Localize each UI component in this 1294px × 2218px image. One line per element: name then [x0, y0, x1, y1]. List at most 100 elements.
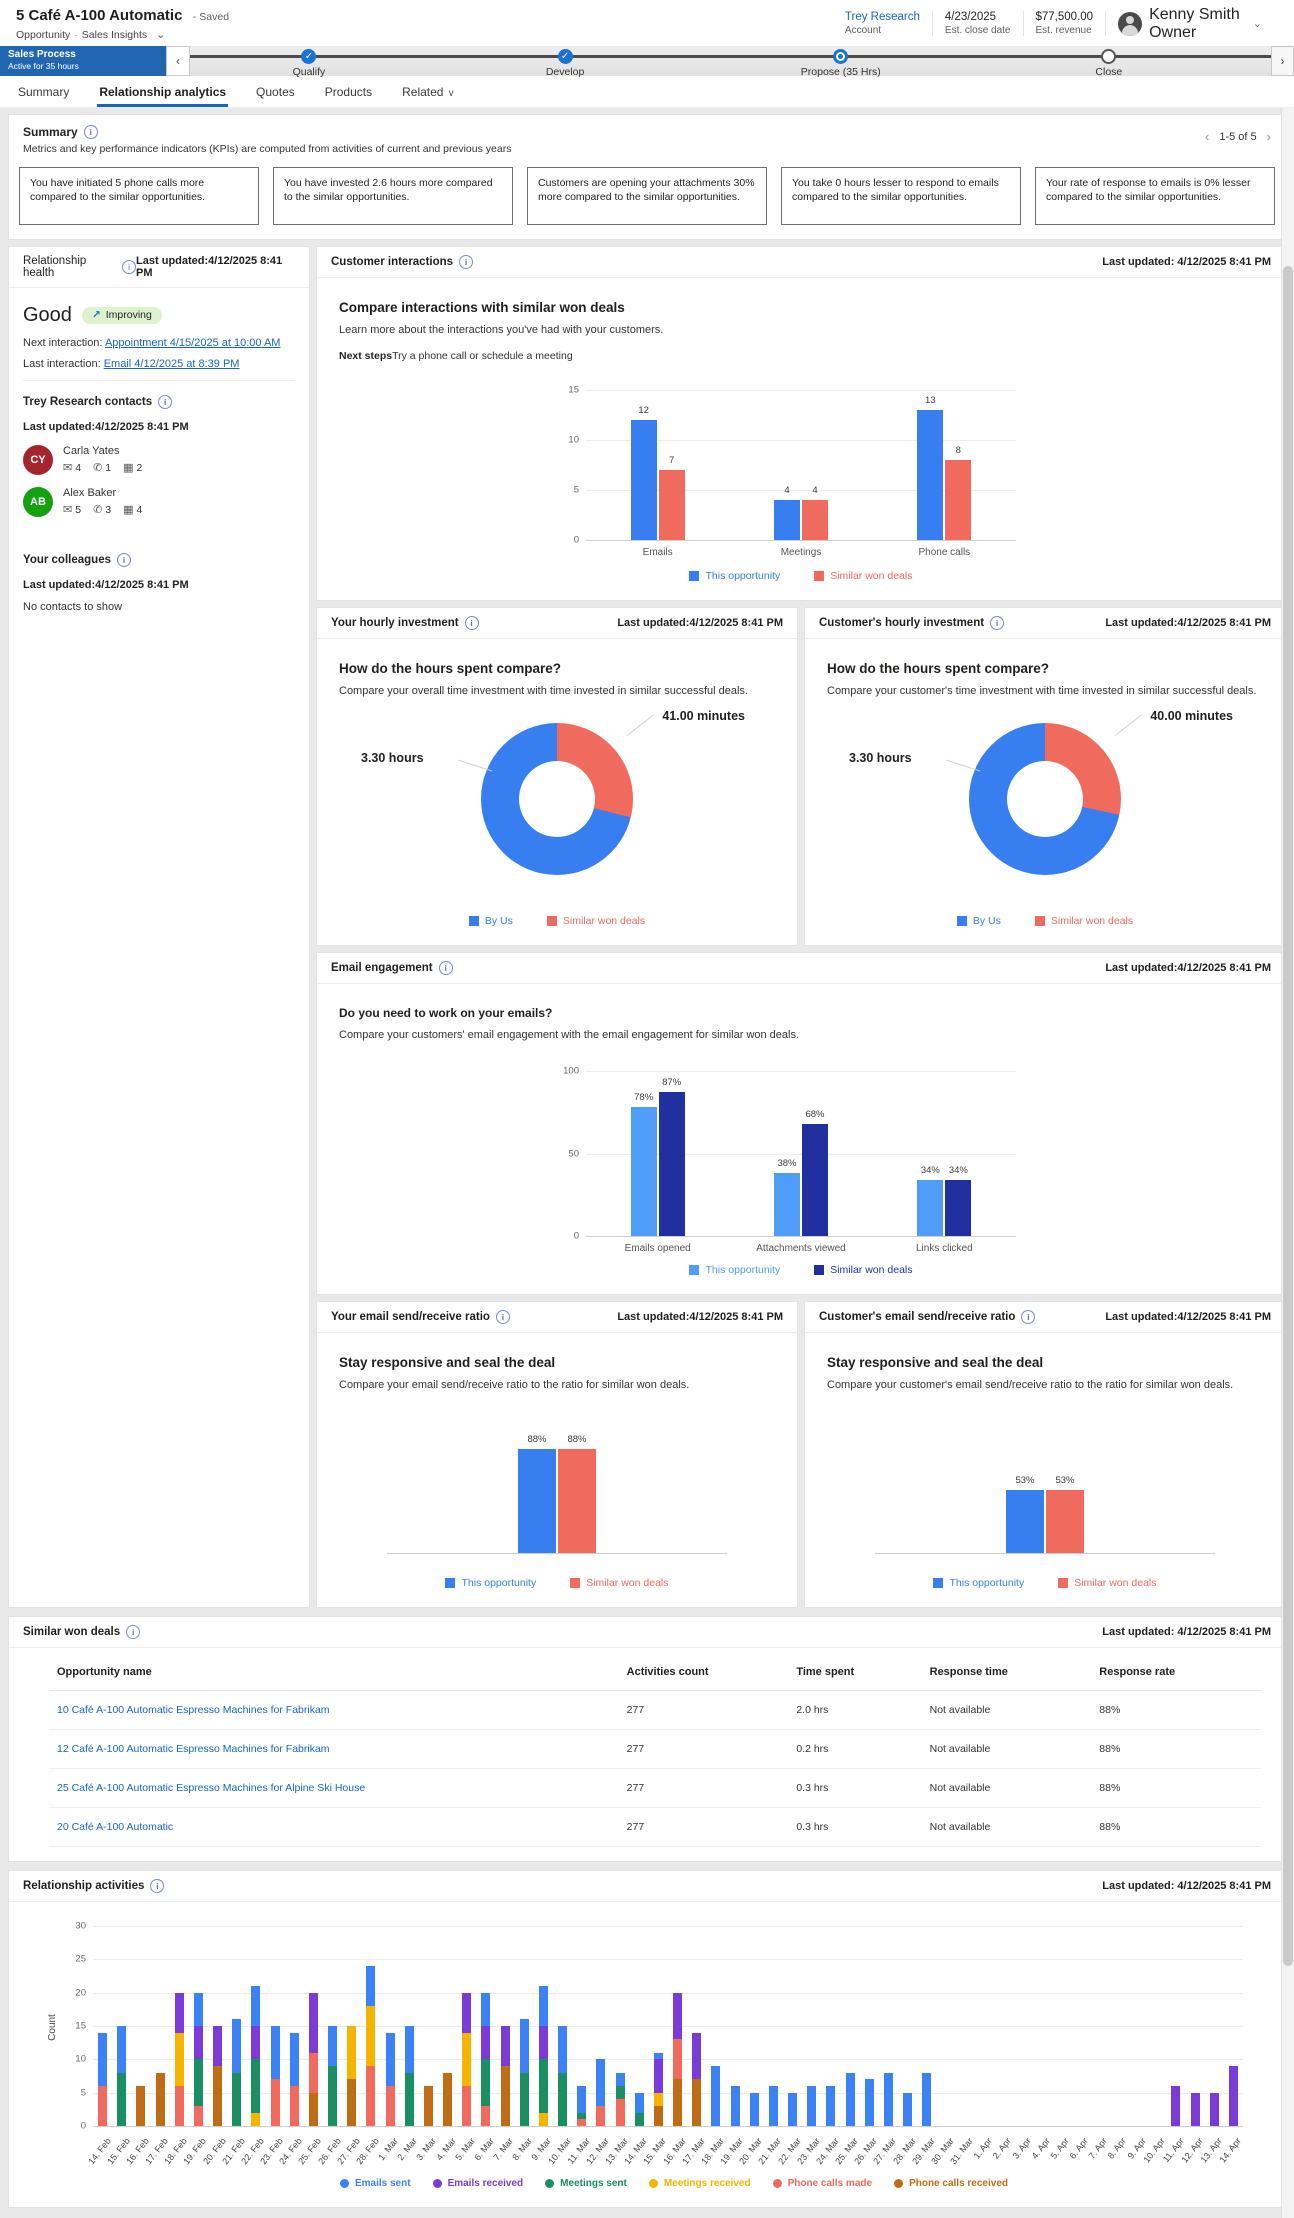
info-icon[interactable]: i	[83, 125, 98, 139]
cell-activities-count: 277	[618, 1807, 789, 1847]
legend-item: This opportunity	[445, 1577, 536, 1589]
stack-pr	[692, 2079, 702, 2126]
stack-mr	[251, 2112, 261, 2126]
engagement-last-updated: Last updated:4/12/2025 8:41 PM	[1105, 962, 1271, 974]
ratio-us-chart: 88% 88% This opportunity Similar won deals	[339, 1401, 775, 1589]
contact-stats: ✉ 5 ✆ 3 ▦ 4	[63, 503, 142, 516]
activities-y-axis-label: Count	[46, 2014, 58, 2041]
tab-summary[interactable]: Summary	[16, 79, 71, 107]
stack-es	[845, 2072, 855, 2126]
info-icon[interactable]: i	[464, 616, 479, 630]
process-stage-propose[interactable]: Propose (35 Hrs)	[761, 46, 921, 78]
health-trend-label: Improving	[105, 309, 152, 321]
form-selector[interactable]: Sales Insights	[81, 28, 148, 41]
stack-es	[366, 1966, 376, 2006]
info-icon[interactable]: i	[122, 260, 137, 274]
save-status: - Saved	[192, 10, 230, 23]
engagement-heading: Do you need to work on your emails?	[339, 1006, 553, 1020]
form-tabs: Summary Relationship analytics Quotes Produ…	[0, 76, 1294, 108]
cell-response-time: Not available	[921, 1807, 1092, 1847]
process-stage-develop[interactable]: ✓ Develop	[485, 46, 645, 78]
legend-label: By Us	[484, 915, 513, 927]
similar-won-deals-card: Similar won deals i Last updated: 4/12/2…	[8, 1616, 1286, 1862]
bar-value-label: 38%	[777, 1158, 797, 1170]
bar-value-label: 12	[638, 405, 649, 416]
x-axis-label: Emails	[642, 547, 673, 558]
bar-value-label: 34%	[920, 1164, 940, 1176]
entity-type: Opportunity	[16, 28, 71, 41]
stage-current-icon	[833, 49, 849, 64]
stack-er	[1209, 2092, 1219, 2126]
opportunity-link[interactable]: 10 Café A-100 Automatic Espresso Machine…	[57, 1704, 330, 1716]
cell-activities-count: 277	[618, 1690, 789, 1730]
header-chevron-down-icon[interactable]: ⌄	[1252, 18, 1262, 30]
interactions-chart: 0 5 10 15 12 7 Emails 4 4 Meetings 13 8 Phone calls T…	[339, 364, 1263, 582]
vertical-scrollbar	[1281, 108, 1294, 2218]
info-icon[interactable]: i	[158, 395, 173, 409]
stage-label: Propose (35 Hrs)	[800, 66, 881, 78]
legend-dot	[894, 2179, 904, 2188]
opportunity-link[interactable]: 20 Café A-100 Automatic	[57, 1821, 174, 1833]
process-next-button[interactable]: ›	[1271, 46, 1294, 76]
activities-last-updated: Last updated: 4/12/2025 8:41 PM	[1102, 1880, 1271, 1892]
summary-pager: ‹ 1-5 of 5 ›	[1205, 129, 1271, 144]
stack-es	[653, 2052, 663, 2060]
stack-er	[673, 1992, 683, 2040]
info-icon[interactable]: i	[990, 616, 1005, 630]
deals-title: Similar won deals	[23, 1626, 121, 1638]
bar-similar-won-deals	[1046, 1490, 1084, 1553]
process-stage-close[interactable]: Close	[1029, 46, 1189, 78]
stack-er	[193, 2026, 203, 2060]
info-icon[interactable]: i	[495, 1310, 510, 1324]
pager-prev-icon[interactable]: ‹	[1205, 129, 1210, 144]
chart-legend: This opportunity Similar won deals	[933, 1577, 1157, 1589]
process-stage-qualify[interactable]: ✓ Qualify	[229, 46, 389, 78]
stack-es	[749, 2092, 759, 2126]
stack-ms	[404, 2072, 414, 2126]
info-icon[interactable]: i	[1021, 1310, 1036, 1324]
contact-stat: ▦ 4	[123, 503, 142, 516]
pager-next-icon[interactable]: ›	[1266, 129, 1271, 144]
interactions-title: Customer interactions	[331, 256, 454, 268]
legend-item: Similar won deals	[546, 915, 645, 927]
tab-quotes[interactable]: Quotes	[254, 79, 297, 107]
x-axis-label: Links clicked	[915, 1243, 973, 1254]
tab-related[interactable]: Related ∨	[400, 79, 457, 107]
cell-opportunity-name: 12 Café A-100 Automatic Espresso Machine…	[49, 1729, 619, 1769]
next-interaction-link[interactable]: Appointment 4/15/2025 at 10:00 AM	[104, 337, 281, 349]
avatar	[1118, 11, 1143, 36]
legend-item: Similar won deals	[1034, 915, 1133, 927]
form-selector-chevron-icon[interactable]: ⌄	[156, 28, 166, 41]
cell-response-rate: 88%	[1091, 1690, 1261, 1730]
y-axis-tick: 0	[80, 2120, 86, 2132]
stack-mr	[538, 2112, 548, 2126]
info-icon[interactable]: i	[116, 553, 131, 567]
legend-swatch	[956, 916, 967, 926]
health-status: Good	[23, 304, 72, 326]
bar-similar-won-deals	[945, 1179, 972, 1236]
tab-relationship-analytics[interactable]: Relationship analytics	[97, 79, 228, 107]
legend-swatch	[814, 1265, 825, 1275]
cell-time-spent: 2.0 hrs	[788, 1690, 922, 1730]
stack-ms	[634, 2112, 644, 2126]
owner-name[interactable]: Kenny Smith	[1149, 5, 1240, 23]
bar-value-label: 87%	[662, 1077, 682, 1089]
tab-products[interactable]: Products	[323, 79, 374, 107]
info-icon[interactable]: i	[459, 255, 474, 269]
opportunity-link[interactable]: 12 Café A-100 Automatic Espresso Machine…	[57, 1743, 330, 1755]
y-axis-tick: 100	[563, 1065, 579, 1077]
info-icon[interactable]: i	[126, 1625, 141, 1639]
contact-stat: ✉ 5	[63, 503, 81, 516]
opportunity-link[interactable]: 25 Café A-100 Automatic Espresso Machine…	[57, 1782, 366, 1794]
stage-label: Develop	[545, 66, 585, 78]
info-icon[interactable]: i	[438, 961, 453, 975]
process-collapse-button[interactable]: ‹	[166, 46, 190, 76]
ratio-us-body: Compare your email send/receive ratio to…	[339, 1379, 690, 1391]
header-field-value[interactable]: Trey Research	[844, 11, 920, 23]
info-icon[interactable]: i	[150, 1879, 165, 1893]
your-send-receive-ratio-card: Your email send/receive ratio i Last upd…	[316, 1301, 798, 1608]
stack-es	[730, 2086, 740, 2126]
cell-response-rate: 88%	[1091, 1768, 1261, 1808]
last-interaction-link[interactable]: Email 4/12/2025 at 8:39 PM	[103, 358, 240, 370]
scrollbar-thumb[interactable]	[1283, 266, 1293, 1966]
